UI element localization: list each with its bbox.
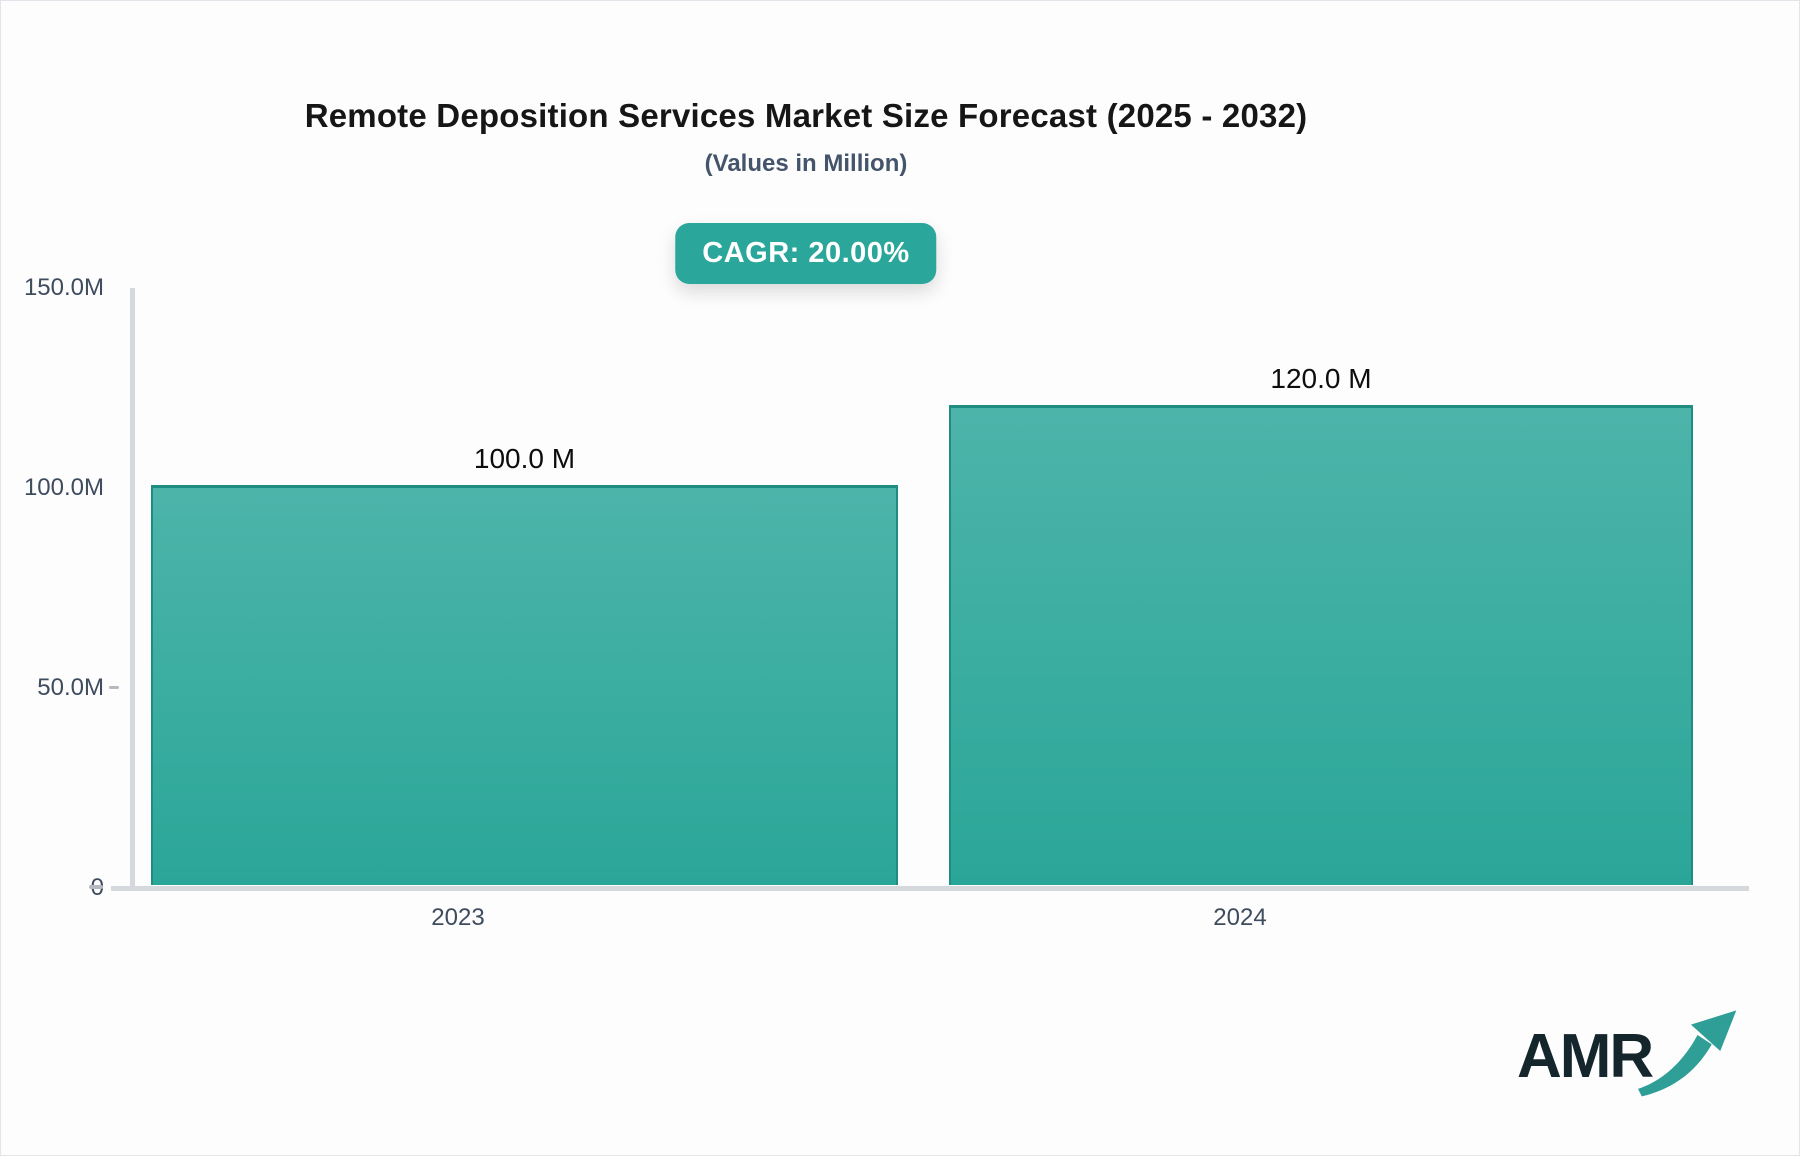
y-axis-tick-50m: [109, 686, 119, 689]
y-tick-label-50m: 50.0M: [37, 674, 104, 701]
bar-value-label-2023: 100.0 M: [473, 443, 576, 474]
x-axis-line: [111, 886, 1749, 891]
x-axis-label-2023: 2023: [431, 904, 485, 931]
bar-2024[interactable]: 120.0 M: [949, 363, 1693, 885]
chart-subtitle: (Values in Million): [704, 150, 908, 177]
bar-2023[interactable]: 100.0 M: [151, 443, 898, 885]
y-axis-tick-0: [89, 885, 103, 889]
amr-logo-text: AMR: [1517, 1022, 1654, 1091]
x-axis-label-2024: 2024: [1213, 904, 1267, 931]
bar-value-label-2024: 120.0 M: [1270, 363, 1372, 394]
cagr-badge: CAGR: 20.00%: [675, 223, 937, 284]
y-axis-line: [130, 288, 135, 891]
y-tick-label-150m: 150.0M: [23, 274, 104, 301]
chart-title: Remote Deposition Services Market Size F…: [304, 97, 1308, 134]
y-tick-label-100m: 100.0M: [23, 474, 104, 501]
amr-logo-arrow-icon: [1638, 1010, 1737, 1097]
amr-logo: AMR: [1517, 1010, 1742, 1101]
